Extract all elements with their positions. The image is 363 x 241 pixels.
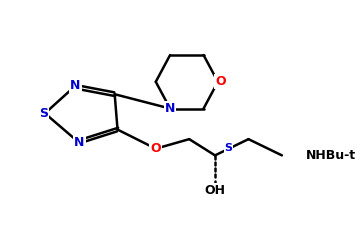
Text: N: N [70, 79, 81, 92]
Text: N: N [74, 136, 85, 149]
Text: S: S [224, 143, 232, 153]
Text: OH: OH [204, 184, 225, 197]
Text: NHBu-t: NHBu-t [306, 149, 356, 162]
Text: S: S [40, 107, 48, 120]
Text: O: O [150, 142, 161, 155]
Text: O: O [215, 75, 226, 88]
Text: N: N [165, 102, 175, 115]
